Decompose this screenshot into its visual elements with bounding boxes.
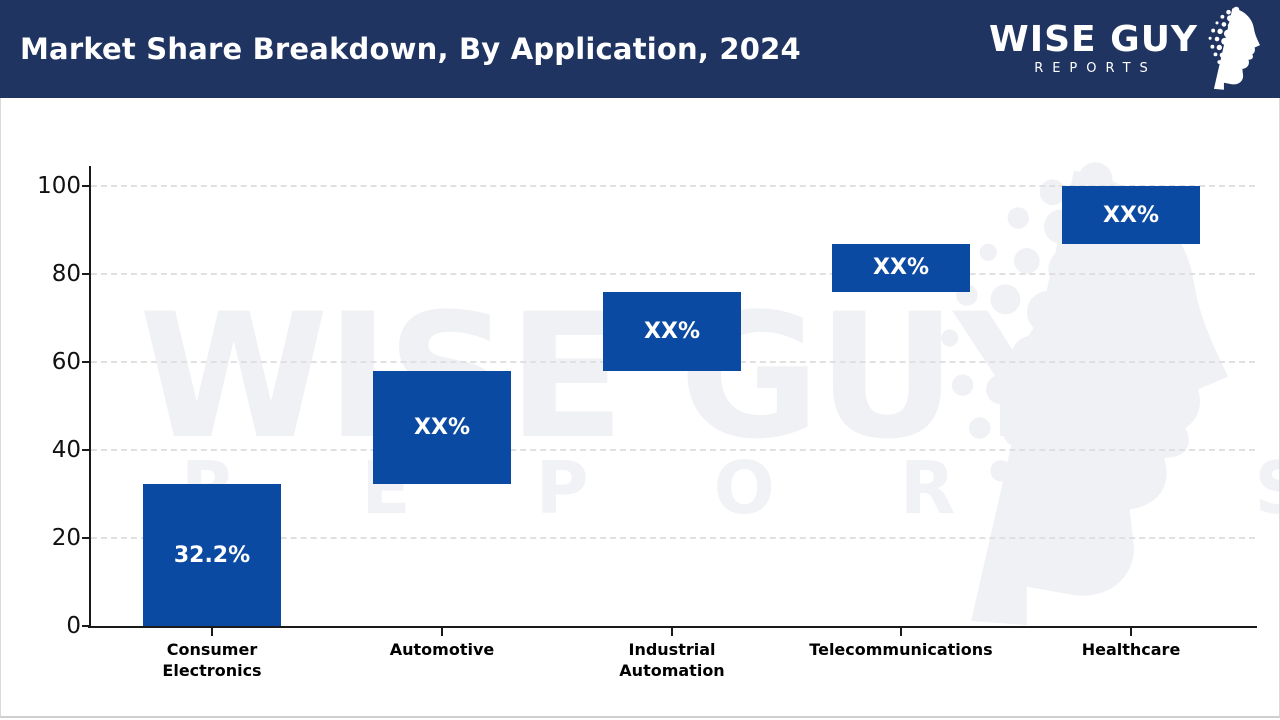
category-label: Telecommunications	[809, 640, 993, 659]
bar: XX%	[603, 291, 741, 371]
gridline	[91, 537, 1255, 539]
y-tick-mark	[82, 273, 89, 275]
y-tick-label: 40	[51, 437, 81, 463]
bar: XX%	[373, 370, 511, 485]
gridline	[91, 449, 1255, 451]
y-axis-line	[89, 166, 91, 628]
brand-logo: WISE GUY REPORTS	[989, 6, 1280, 92]
y-tick-mark	[82, 625, 89, 627]
y-tick-label: 60	[51, 349, 81, 375]
x-axis-line	[88, 626, 1257, 628]
dotted-head-logo-icon	[1208, 6, 1261, 90]
bar: XX%	[1062, 186, 1200, 245]
y-tick-mark	[82, 185, 89, 187]
brand-logo-text: WISE GUY REPORTS	[988, 19, 1198, 77]
x-tick-mark	[1130, 628, 1132, 636]
brand-name: WISE GUY	[988, 19, 1198, 60]
category-label: Consumer Electronics	[162, 640, 262, 680]
page-title: Market Share Breakdown, By Application, …	[20, 32, 801, 66]
x-tick-mark	[441, 628, 443, 636]
y-tick-label: 80	[51, 261, 81, 287]
bar-value-label: XX%	[1103, 202, 1159, 228]
x-tick-mark	[671, 628, 673, 636]
plot-area: 0 20 40 60 80 100 32.2% XX% XX% XX% XX% Consumer Ele…	[1, 98, 1279, 716]
x-tick-mark	[211, 628, 213, 636]
y-tick-mark	[82, 361, 89, 363]
x-tick-mark	[900, 628, 902, 636]
y-tick-mark	[82, 449, 89, 451]
category-label: Healthcare	[1081, 640, 1181, 659]
bar-value-label: XX%	[873, 255, 929, 281]
bar: XX%	[832, 244, 970, 292]
header: Market Share Breakdown, By Application, …	[0, 0, 1280, 98]
bar-value-label: XX%	[414, 415, 470, 441]
y-tick-label: 0	[66, 613, 81, 639]
bar-value-label: XX%	[644, 318, 700, 344]
category-label: Industrial Automation	[619, 640, 725, 680]
bar: 32.2%	[143, 484, 281, 626]
gridline	[91, 273, 1255, 275]
category-label: Automotive	[389, 640, 495, 659]
bar-value-label: 32.2%	[173, 542, 251, 568]
brand-subname: REPORTS	[1034, 61, 1157, 76]
y-tick-label: 100	[37, 173, 81, 199]
y-tick-label: 20	[51, 525, 81, 551]
y-tick-mark	[82, 537, 89, 539]
gridline	[91, 185, 1255, 187]
chart-card: WISE GUY R E P O R T S 0 20 40 60 80 100 32.2%…	[0, 98, 1280, 718]
